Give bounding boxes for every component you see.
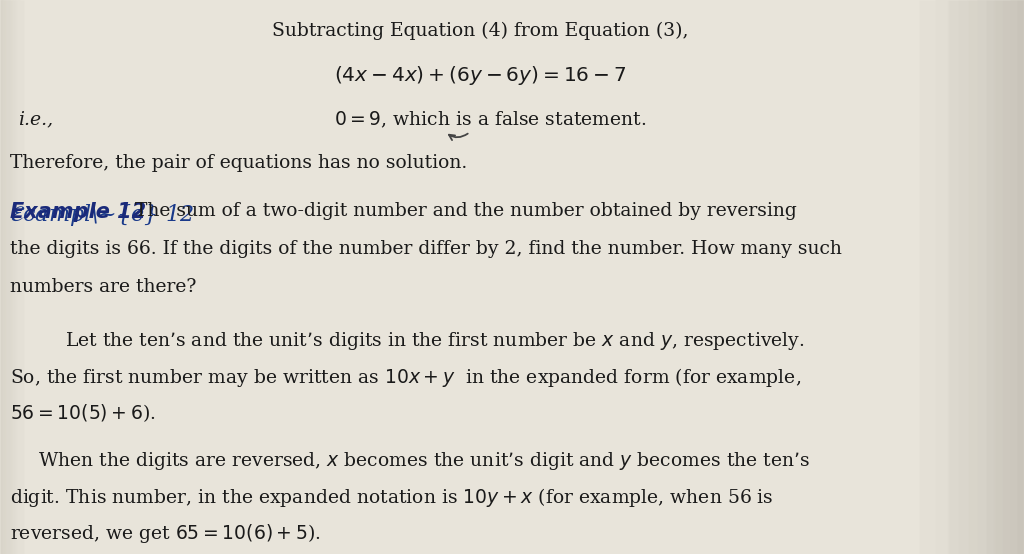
- Text: When the digits are reversed, $x$ becomes the unit’s digit and $y$ becomes the t: When the digits are reversed, $x$ become…: [38, 450, 810, 472]
- Text: Let the ten’s and the unit’s digits in the first number be $x$ and $y$, respecti: Let the ten’s and the unit’s digits in t…: [65, 330, 805, 352]
- Text: numbers are there?: numbers are there?: [10, 278, 197, 296]
- Text: reversed, we get $65 = 10(6) + 5$).: reversed, we get $65 = 10(6) + 5$).: [10, 522, 321, 545]
- Text: Subtracting Equation (4) from Equation (3),: Subtracting Equation (4) from Equation (…: [271, 22, 688, 40]
- Text: $56 = 10(5) + 6$).: $56 = 10(5) + 6$).: [10, 402, 156, 424]
- Text: i.e.,: i.e.,: [18, 110, 53, 128]
- Text: digit. This number, in the expanded notation is $10y + x$ (for example, when 56 : digit. This number, in the expanded nota…: [10, 486, 773, 509]
- Text: Therefore, the pair of equations has no solution.: Therefore, the pair of equations has no …: [10, 154, 467, 172]
- Text: $\mathcal{E}$campl\~{e} 12: $\mathcal{E}$campl\~{e} 12: [10, 202, 195, 228]
- Text: So, the first number may be written as $10x + y$  in the expanded form (for exam: So, the first number may be written as $…: [10, 366, 801, 389]
- Text: $0 = 9$, which is a false statement.: $0 = 9$, which is a false statement.: [334, 110, 646, 130]
- Text: Example 12: Example 12: [10, 202, 146, 222]
- Text: The sum of a two-digit number and the number obtained by reversing: The sum of a two-digit number and the nu…: [135, 202, 797, 220]
- Text: the digits is 66. If the digits of the number differ by 2, find the number. How : the digits is 66. If the digits of the n…: [10, 240, 842, 258]
- Text: $(4x - 4x) + (6y - 6y) = 16 - 7$: $(4x - 4x) + (6y - 6y) = 16 - 7$: [334, 64, 627, 87]
